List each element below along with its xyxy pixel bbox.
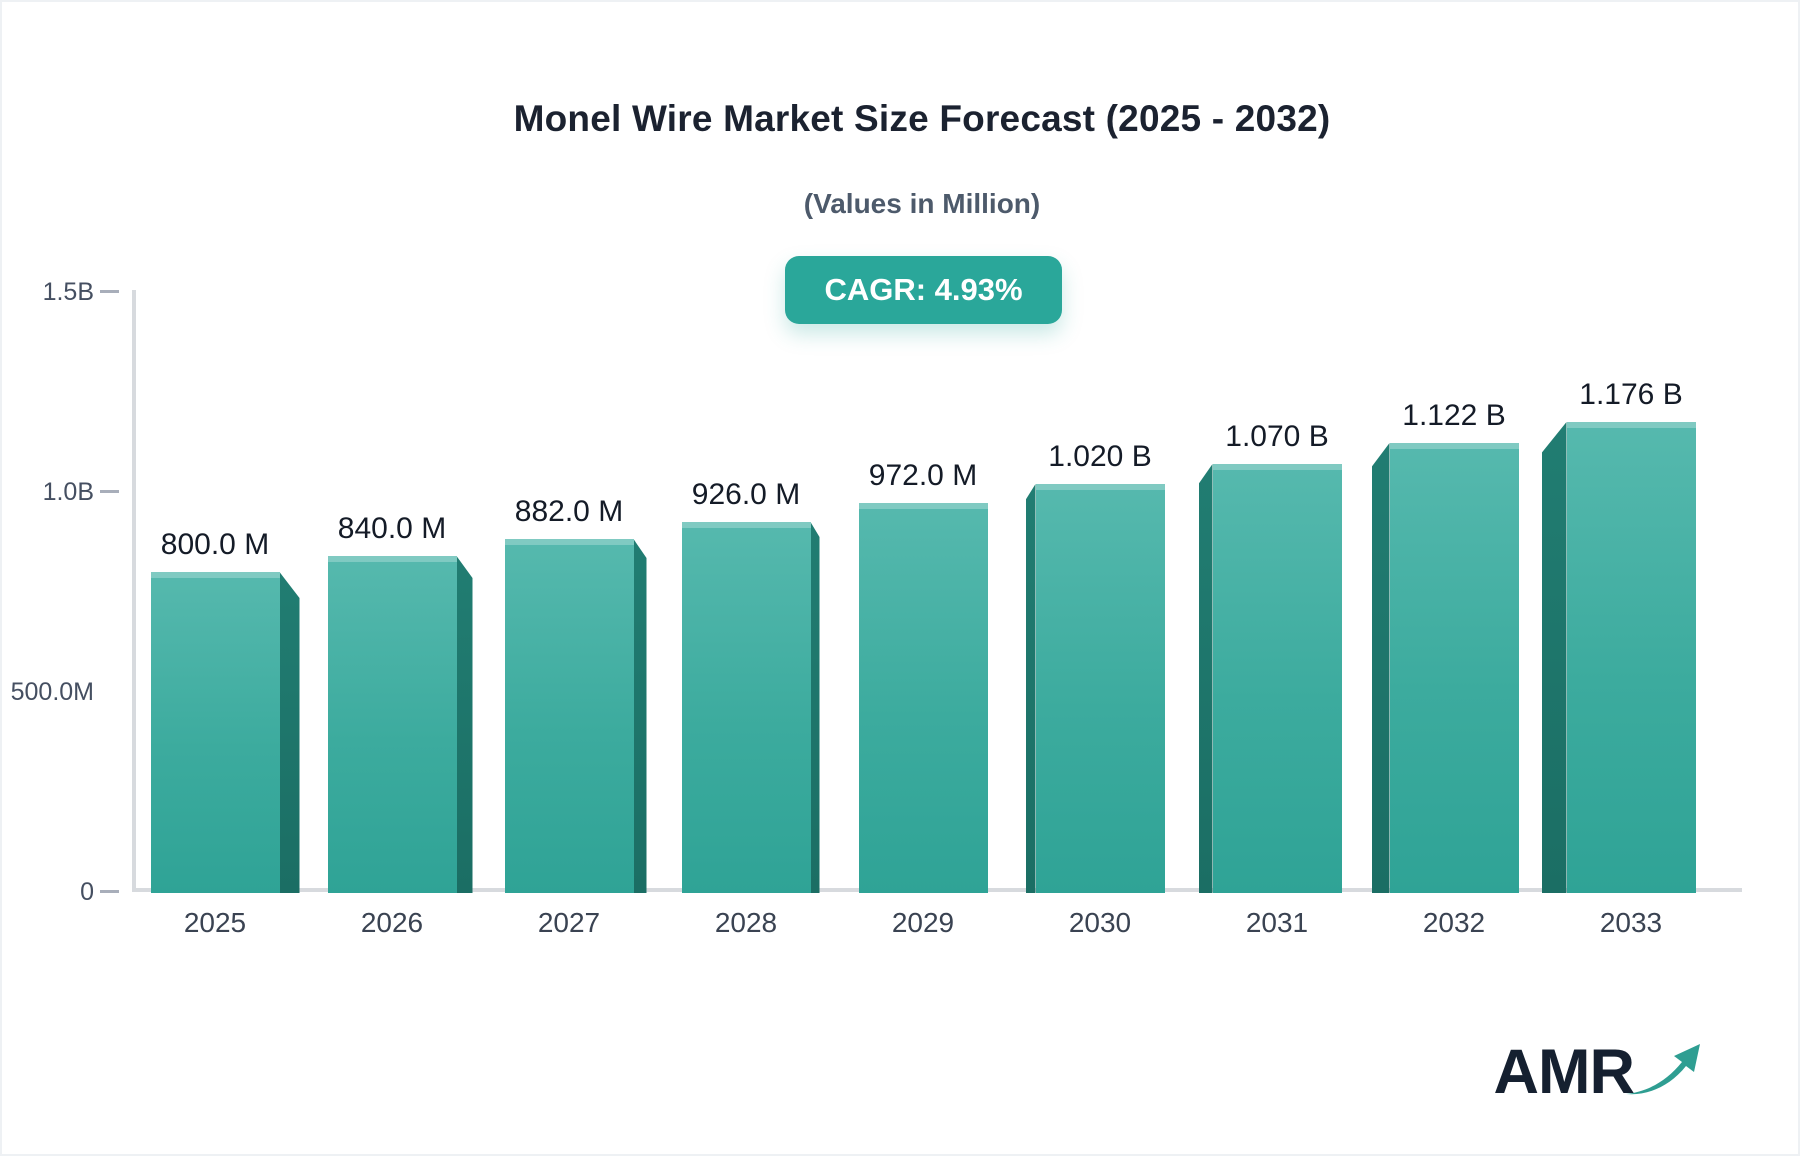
cagr-badge: CAGR: 4.93% — [785, 256, 1062, 324]
bar-value-label-2028: 926.0 M — [691, 478, 801, 511]
bar-value-label-2026: 840.0 M — [337, 512, 447, 545]
y-axis-tick-1.0B — [100, 490, 119, 493]
bar-value-label-2025: 800.0 M — [160, 528, 270, 561]
bar-2033[interactable] — [1566, 422, 1696, 893]
bar-2026[interactable] — [327, 556, 457, 893]
bar-side-2033 — [1541, 422, 1567, 893]
chart-subtitle: (Values in Million) — [803, 188, 1041, 219]
x-axis-label-2030: 2030 — [1068, 907, 1132, 938]
bar-2027[interactable] — [504, 539, 634, 893]
bar-value-label-2029: 972.0 M — [868, 459, 978, 492]
bar-2031[interactable] — [1212, 464, 1342, 893]
growth-arrow-icon — [1626, 1044, 1700, 1095]
x-axis-label-2033: 2033 — [1599, 907, 1663, 938]
bar-2032[interactable] — [1389, 443, 1519, 893]
bar-2028[interactable] — [681, 522, 811, 893]
bar-value-label-2032: 1.122 B — [1402, 399, 1506, 432]
y-axis-tick-1.5B — [100, 290, 119, 293]
bar-2030[interactable] — [1035, 484, 1165, 893]
x-axis-label-2026: 2026 — [360, 907, 424, 938]
bar-side-2030 — [1025, 484, 1036, 893]
chart-title: Monel Wire Market Size Forecast (2025 - … — [513, 98, 1331, 139]
bar-2029[interactable] — [858, 503, 988, 893]
bar-side-2028 — [810, 522, 820, 893]
y-axis-tick-0 — [100, 890, 119, 893]
bar-value-label-2031: 1.070 B — [1225, 420, 1329, 453]
bar-side-2032 — [1371, 443, 1390, 893]
x-axis-label-2029: 2029 — [891, 907, 955, 938]
bar-side-2027 — [633, 539, 647, 893]
amr-logo-text: AMR — [1493, 1037, 1635, 1107]
y-axis-line — [132, 290, 136, 892]
y-axis-label-0: 0 — [80, 878, 94, 906]
x-axis-label-2027: 2027 — [537, 907, 601, 938]
bar-side-2025 — [279, 572, 300, 893]
x-axis-label-2031: 2031 — [1245, 907, 1309, 938]
y-axis-label-500.0M: 500.0M — [10, 678, 94, 706]
bar-value-label-2033: 1.176 B — [1579, 378, 1683, 411]
bar-side-2026 — [456, 556, 473, 893]
bar-2025[interactable] — [150, 572, 280, 893]
amr-logo: AMR — [1493, 1036, 1702, 1107]
bar-value-label-2027: 882.0 M — [514, 495, 624, 528]
y-axis-label-1.5B: 1.5B — [42, 278, 94, 306]
bar-value-label-2030: 1.020 B — [1048, 440, 1152, 473]
x-axis-label-2032: 2032 — [1422, 907, 1486, 938]
x-axis-label-2028: 2028 — [714, 907, 778, 938]
x-axis-label-2025: 2025 — [183, 907, 247, 938]
y-axis-label-1.0B: 1.0B — [42, 478, 94, 506]
bar-side-2031 — [1198, 464, 1213, 893]
